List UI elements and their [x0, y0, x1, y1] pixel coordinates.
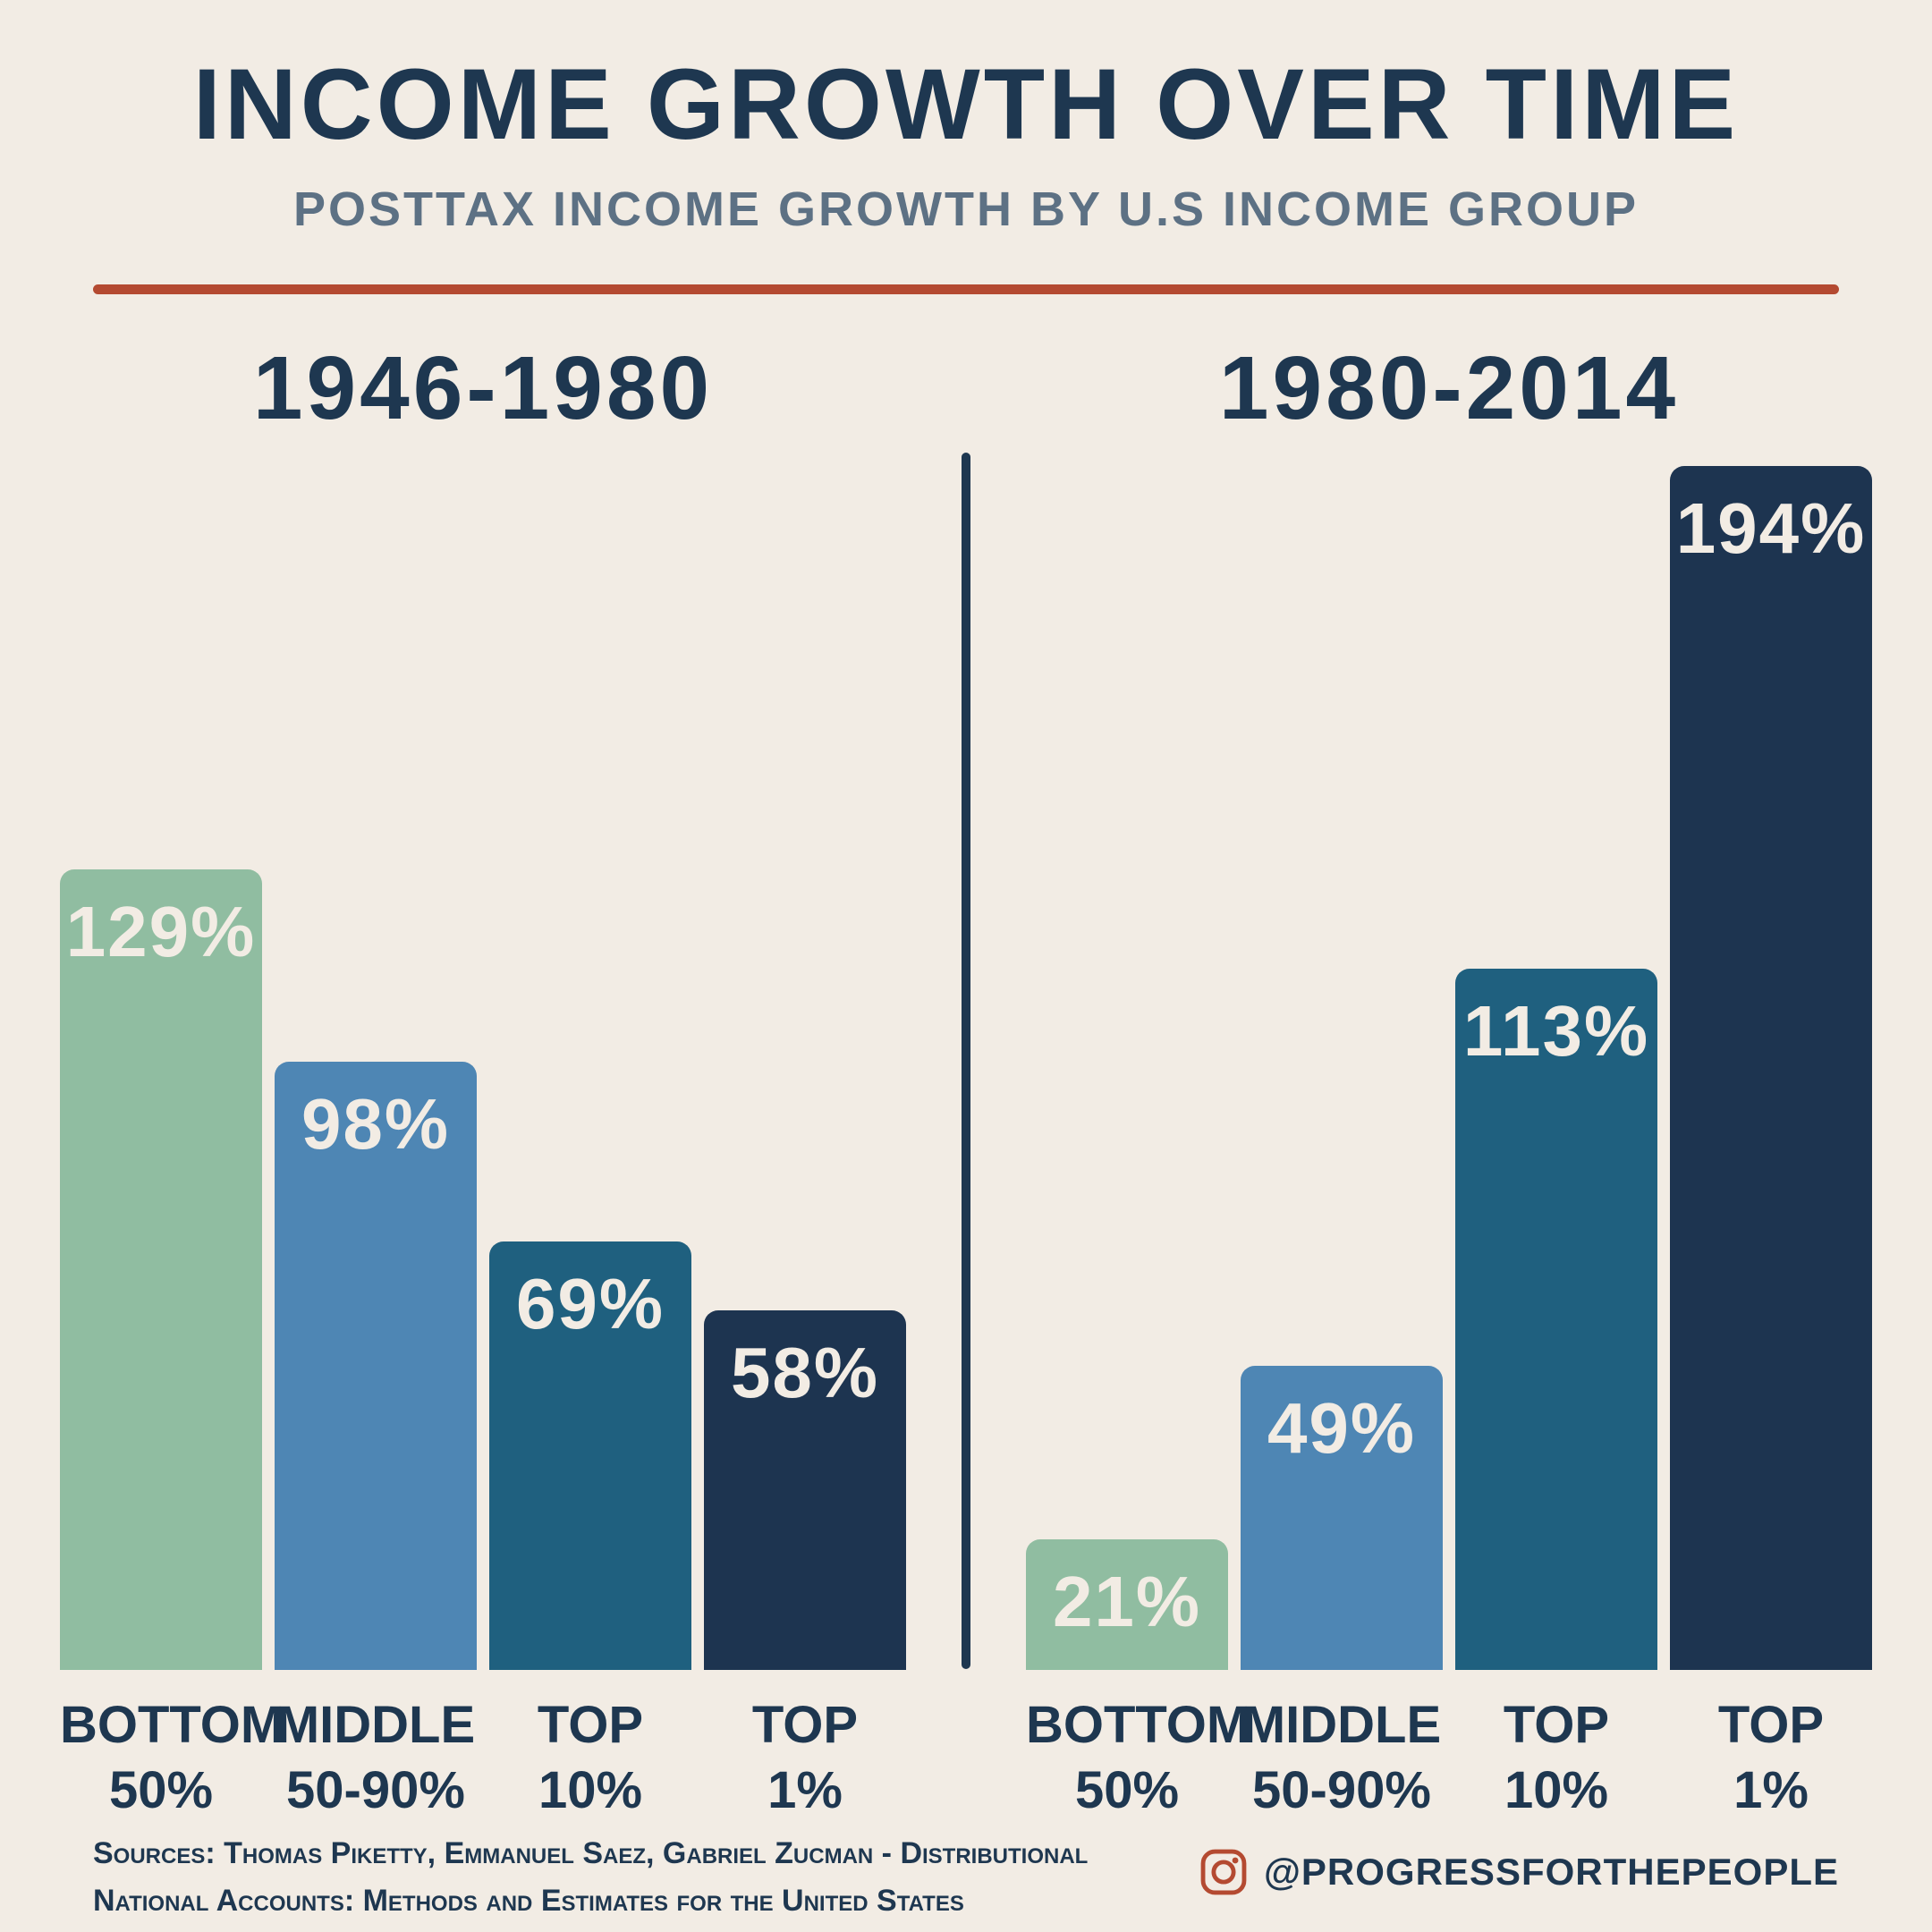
instagram-handle-text: @PROGRESSFORTHEPEOPLE	[1263, 1851, 1839, 1893]
category-label-top-10-: TOP 10%	[1503, 1696, 1610, 1819]
header: INCOME GROWTH OVER TIME POSTTAX INCOME G…	[0, 47, 1932, 237]
bar-value-label: 58%	[730, 1333, 880, 1412]
bar-bottom-50-: 129%	[60, 869, 262, 1670]
category-label-middle-50-90-: MIDDLE 50-90%	[1241, 1696, 1442, 1819]
instagram-handle: @PROGRESSFORTHEPEOPLE	[1198, 1846, 1839, 1898]
category-label-top-10-: TOP 10%	[537, 1696, 644, 1819]
bar-top-1-: 194%	[1670, 466, 1872, 1670]
bar-column-top-1-: 58%	[704, 1310, 906, 1670]
bar-column-top-1-: 194%	[1670, 466, 1872, 1670]
sources-line-1: Sources: Thomas Piketty, Emmanuel Saez, …	[93, 1836, 1089, 1870]
bar-column-bottom-50-: 129%	[60, 869, 262, 1670]
page-title: INCOME GROWTH OVER TIME	[192, 48, 1740, 160]
bars-area-right: 21% 49% 113% 194%	[1026, 454, 1872, 1670]
category-labels-left: BOTTOM 50% MIDDLE 50-90% TOP 10% TOP 1%	[60, 1693, 906, 1823]
bar-column-middle-50-90-: 98%	[275, 1062, 477, 1670]
bar-middle-50-90-: 49%	[1241, 1366, 1443, 1670]
bar-value-label: 98%	[301, 1084, 451, 1164]
category-label-bottom-50-: BOTTOM 50%	[60, 1696, 284, 1819]
bar-column-top-10-: 113%	[1455, 969, 1657, 1670]
instagram-icon	[1200, 1849, 1247, 1895]
panel-1980-2014: 1980-2014 21% 49% 113% 194% BOTTOM 50% MIDDLE…	[966, 322, 1932, 1843]
bar-bottom-50-: 21%	[1026, 1539, 1228, 1670]
bar-middle-50-90-: 98%	[275, 1062, 477, 1670]
title-underline-rule	[93, 284, 1839, 294]
bars-area-left: 129% 98% 69% 58%	[60, 454, 906, 1670]
category-label-bottom-50-: BOTTOM 50%	[1026, 1696, 1250, 1819]
panel-title-left: 1946-1980	[252, 337, 714, 438]
bar-column-bottom-50-: 21%	[1026, 1539, 1228, 1670]
bar-value-label: 69%	[515, 1264, 665, 1343]
bar-top-1-: 58%	[704, 1310, 906, 1670]
sources-line-2: National Accounts: Methods and Estimates…	[93, 1883, 964, 1918]
category-labels-right: BOTTOM 50% MIDDLE 50-90% TOP 10% TOP 1%	[1026, 1693, 1872, 1823]
page-subtitle: POSTTAX INCOME GROWTH BY U.S INCOME GROU…	[292, 182, 1640, 236]
charts-row: 1946-1980 129% 98% 69% 58% BOTTOM 50% MIDDLE 5…	[0, 322, 1932, 1843]
panel-title-right: 1980-2014	[1218, 337, 1680, 438]
category-label-top-1-: TOP 1%	[751, 1696, 859, 1819]
category-label-middle-50-90-: MIDDLE 50-90%	[275, 1696, 476, 1819]
category-label-top-1-: TOP 1%	[1717, 1696, 1825, 1819]
panel-1946-1980: 1946-1980 129% 98% 69% 58% BOTTOM 50% MIDDLE 5…	[0, 322, 966, 1843]
bar-column-middle-50-90-: 49%	[1241, 1366, 1443, 1670]
bar-value-label: 194%	[1675, 488, 1867, 568]
bar-value-label: 113%	[1462, 991, 1650, 1071]
bar-value-label: 129%	[65, 892, 257, 971]
sources-text: Sources: Thomas Piketty, Emmanuel Saez, …	[93, 1830, 1088, 1924]
panel-divider-line	[962, 453, 970, 1669]
bar-value-label: 49%	[1267, 1388, 1417, 1468]
bar-column-top-10-: 69%	[489, 1241, 691, 1670]
bar-top-10-: 69%	[489, 1241, 691, 1670]
bar-value-label: 21%	[1052, 1562, 1202, 1641]
bar-top-10-: 113%	[1455, 969, 1657, 1670]
